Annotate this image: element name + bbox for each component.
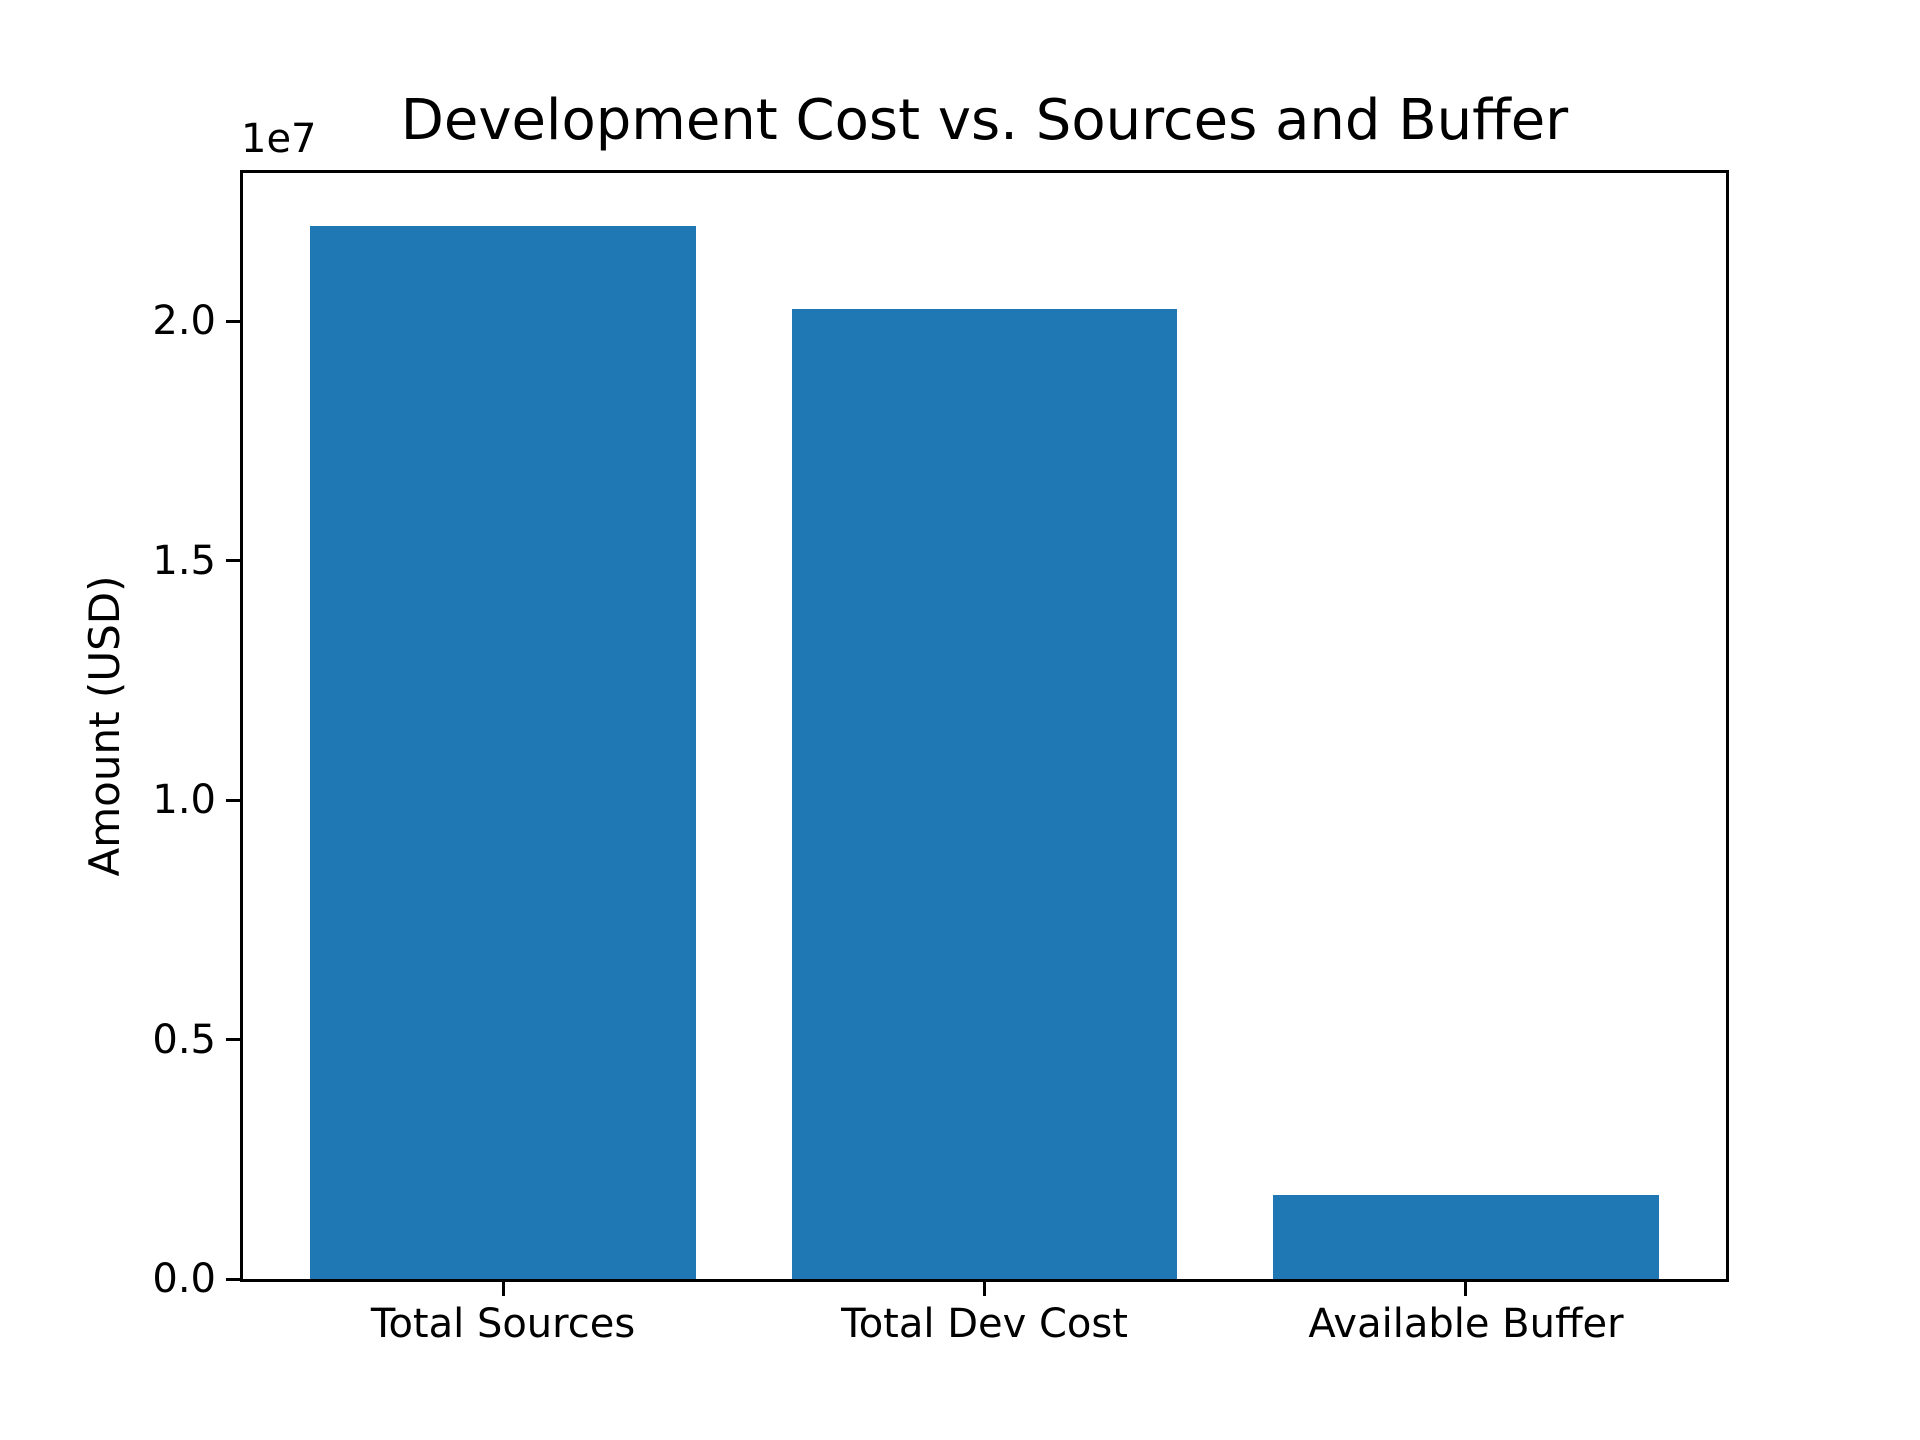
bar-available-buffer: [1273, 1195, 1659, 1279]
x-tick-label-total-sources: Total Sources: [370, 1301, 636, 1347]
chart-title: Development Cost vs. Sources and Buffer: [400, 88, 1569, 153]
plot-area: [240, 170, 1729, 1282]
y-tick-label: 1.0: [152, 777, 216, 824]
y-tick-label: 1.5: [152, 537, 216, 584]
y-tick-mark: [226, 798, 240, 802]
y-tick-mark: [226, 319, 240, 323]
x-tick-label-available-buffer: Available Buffer: [1308, 1301, 1624, 1347]
y-axis-label: Amount (USD): [80, 575, 129, 877]
bar-total-sources: [310, 225, 696, 1279]
y-tick-label: 2.0: [152, 298, 216, 345]
y-axis-offset-label: 1e7: [241, 116, 317, 162]
x-tick-label-total-dev-cost: Total Dev Cost: [841, 1301, 1128, 1347]
y-tick-mark: [226, 559, 240, 563]
x-tick-mark: [1464, 1282, 1468, 1296]
y-tick-label: 0.5: [152, 1016, 216, 1063]
y-tick-mark: [226, 1277, 240, 1281]
y-tick-mark: [226, 1038, 240, 1042]
x-tick-mark: [501, 1282, 505, 1296]
bar-total-dev-cost: [791, 309, 1178, 1279]
y-tick-label: 0.0: [152, 1256, 216, 1302]
bars-layer: [243, 173, 1726, 1279]
x-tick-mark: [983, 1282, 986, 1296]
